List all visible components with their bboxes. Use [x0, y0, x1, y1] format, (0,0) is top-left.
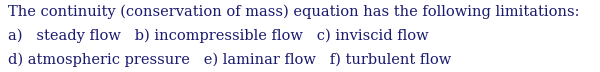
Text: The continuity (conservation of mass) equation has the following limitations:: The continuity (conservation of mass) eq…: [8, 5, 580, 19]
Text: d) atmospheric pressure   e) laminar flow   f) turbulent flow: d) atmospheric pressure e) laminar flow …: [8, 53, 451, 67]
Text: a)   steady flow   b) incompressible flow   c) inviscid flow: a) steady flow b) incompressible flow c)…: [8, 29, 428, 43]
